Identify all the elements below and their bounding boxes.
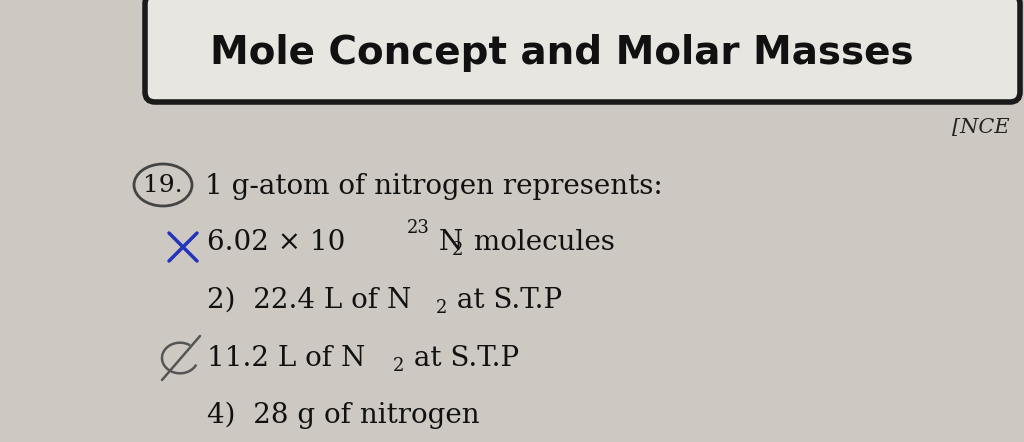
Text: 19.: 19. — [143, 175, 183, 198]
Text: 4)  28 g of nitrogen: 4) 28 g of nitrogen — [207, 401, 479, 429]
Text: 2: 2 — [436, 299, 447, 317]
FancyBboxPatch shape — [145, 0, 1020, 102]
Text: at S.T.P: at S.T.P — [449, 286, 562, 313]
Text: N: N — [430, 229, 463, 255]
Text: 2: 2 — [393, 357, 404, 375]
Text: 2)  22.4 L of N: 2) 22.4 L of N — [207, 286, 412, 313]
Text: 6.02 × 10: 6.02 × 10 — [207, 229, 345, 255]
Text: 2: 2 — [452, 241, 464, 259]
Text: 1 g-atom of nitrogen represents:: 1 g-atom of nitrogen represents: — [205, 172, 663, 199]
Text: at S.T.P: at S.T.P — [406, 344, 519, 371]
Text: 23: 23 — [407, 219, 430, 237]
Text: molecules: molecules — [465, 229, 614, 255]
Text: [NCE: [NCE — [952, 118, 1010, 137]
Text: 11.2 L of N: 11.2 L of N — [207, 344, 366, 371]
Text: Mole Concept and Molar Masses: Mole Concept and Molar Masses — [210, 34, 913, 72]
